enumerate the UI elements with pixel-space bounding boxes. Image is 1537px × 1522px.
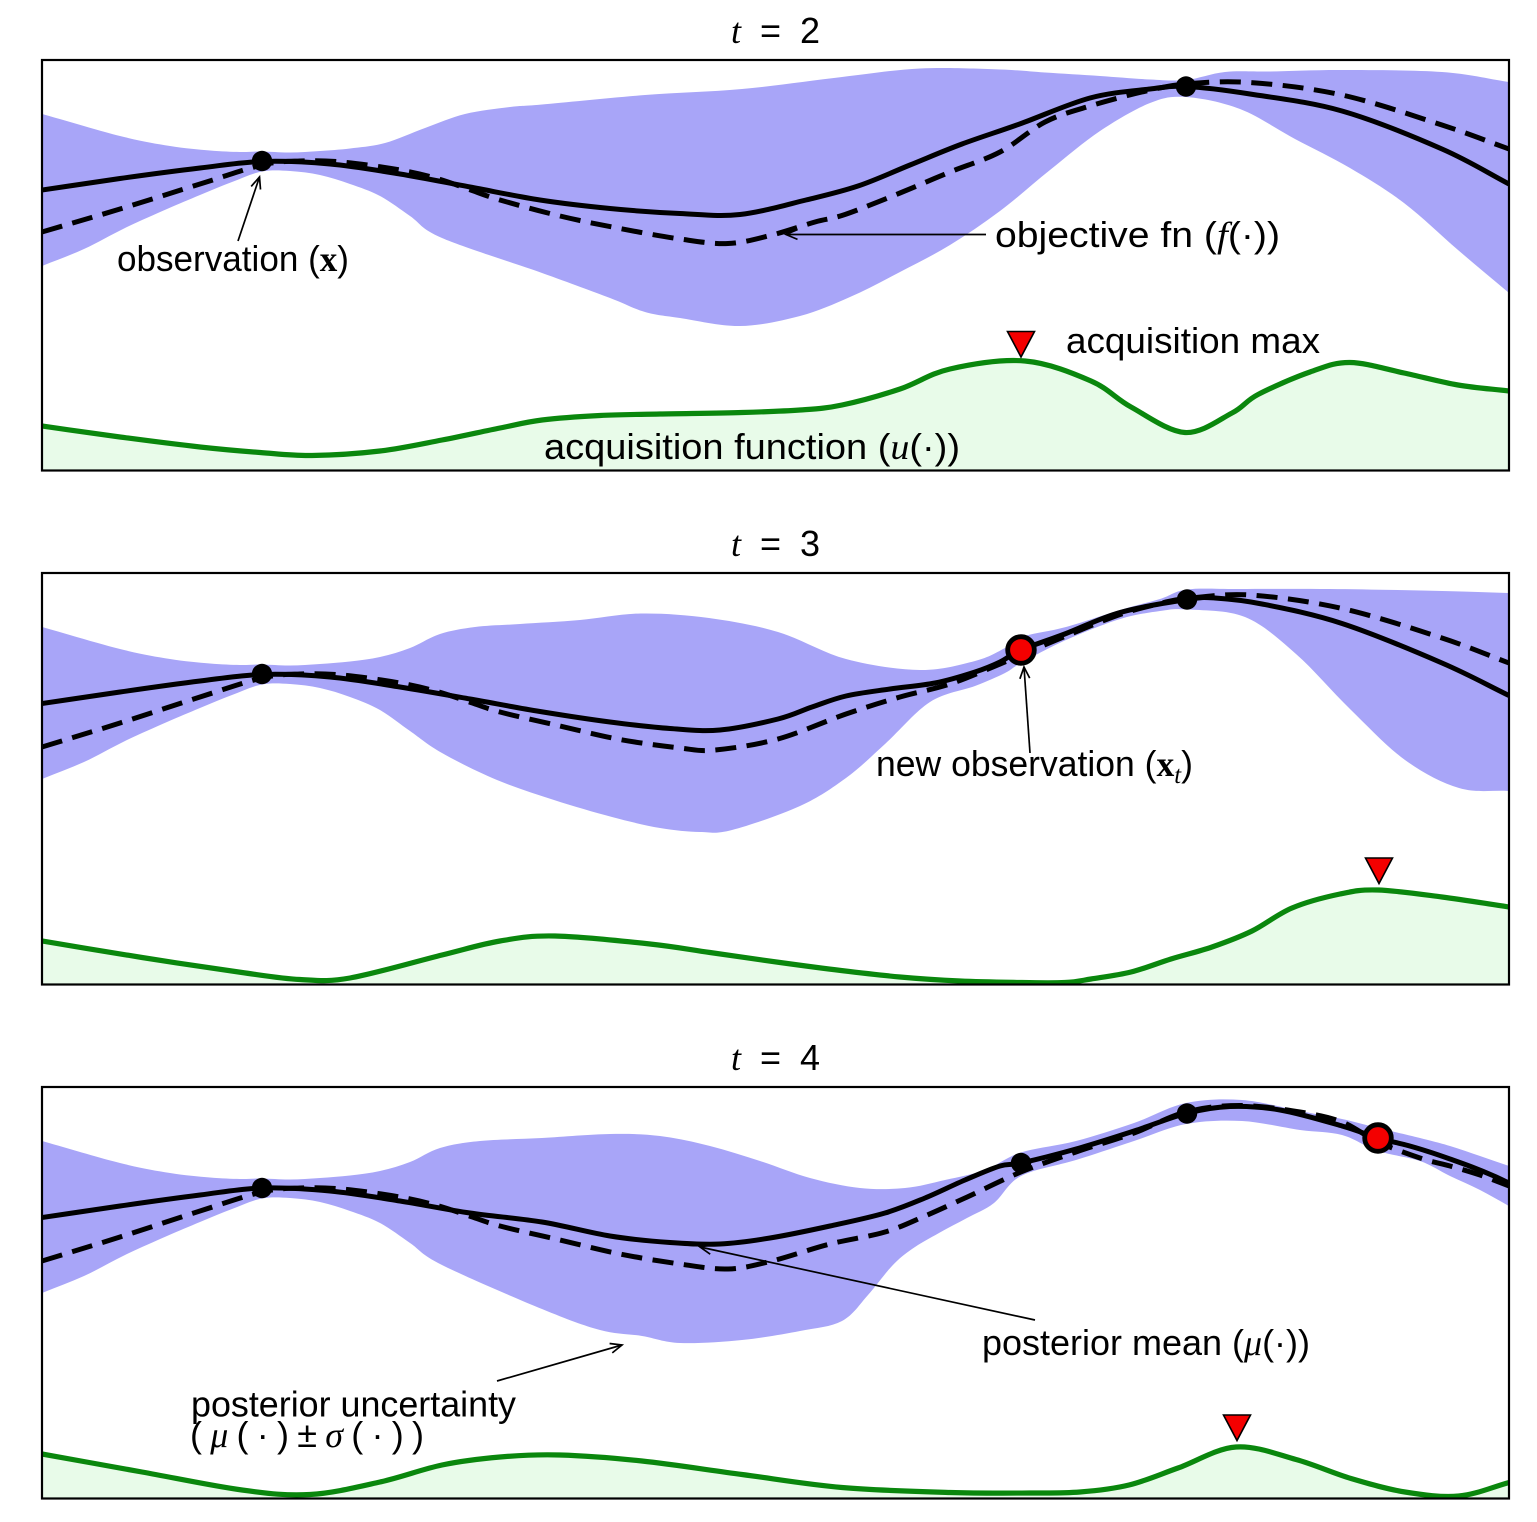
svg-text:t = 2: t = 2 (731, 10, 820, 51)
svg-text:acquisition max: acquisition max (1066, 320, 1320, 361)
svg-text:new observation (xt): new observation (xt) (876, 743, 1193, 789)
svg-text:posterior uncertainty: posterior uncertainty (191, 1384, 516, 1425)
svg-text:observation (x): observation (x) (117, 238, 349, 279)
svg-text:acquisition function (u(·)): acquisition function (u(·)) (544, 426, 960, 467)
svg-text:t = 3: t = 3 (731, 523, 820, 564)
svg-text:posterior mean (μ(·)): posterior mean (μ(·)) (982, 1322, 1310, 1363)
svg-text:objective fn (f(·)): objective fn (f(·)) (995, 214, 1280, 255)
svg-text:t = 4: t = 4 (731, 1037, 820, 1078)
